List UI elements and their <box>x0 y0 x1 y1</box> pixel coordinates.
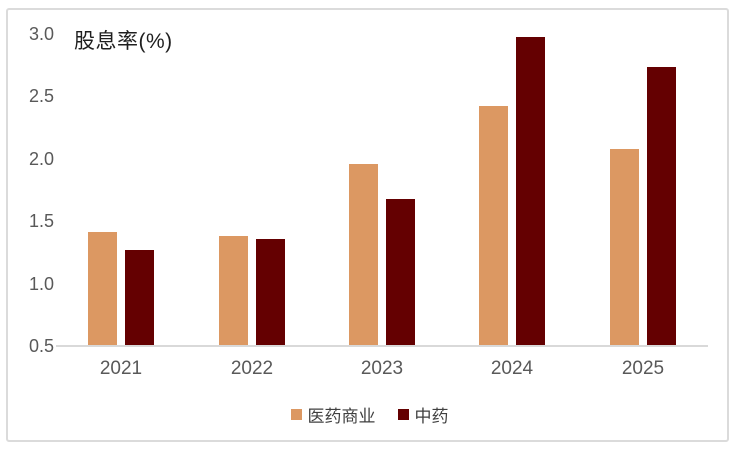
legend-item: 中药 <box>397 402 449 427</box>
y-tick-label: 1.5 <box>28 211 54 231</box>
x-axis-label: 2024 <box>490 358 534 379</box>
bar <box>88 232 117 346</box>
y-tick-label: 3.0 <box>28 23 54 44</box>
bar <box>610 149 639 347</box>
bar <box>349 164 378 347</box>
y-tick-label: 1.0 <box>28 273 54 294</box>
bar <box>125 250 154 346</box>
bar <box>647 67 676 346</box>
x-axis-label: 2022 <box>230 358 274 379</box>
y-tick-label: 0.5 <box>28 336 54 356</box>
bar <box>479 106 508 346</box>
bar <box>219 236 248 346</box>
legend-label: 医药商业 <box>307 407 376 426</box>
legend-swatch-icon <box>397 409 409 420</box>
chart-panel-border <box>6 8 729 442</box>
x-axis-label: 2021 <box>99 358 143 379</box>
x-axis-label: 2023 <box>360 358 404 379</box>
bar <box>386 199 415 347</box>
x-axis-label: 2025 <box>621 358 665 379</box>
legend-swatch-icon <box>290 409 302 420</box>
bar <box>256 239 285 347</box>
y-tick-label: 2.5 <box>28 86 54 106</box>
chart-title: 股息率(%) <box>74 30 173 53</box>
x-axis-line <box>56 345 708 347</box>
legend-label: 中药 <box>414 407 449 426</box>
y-tick-label: 2.0 <box>28 148 54 169</box>
bar <box>516 37 545 346</box>
legend: 医药商业 中药 <box>0 402 739 427</box>
legend-item: 医药商业 <box>290 402 376 427</box>
